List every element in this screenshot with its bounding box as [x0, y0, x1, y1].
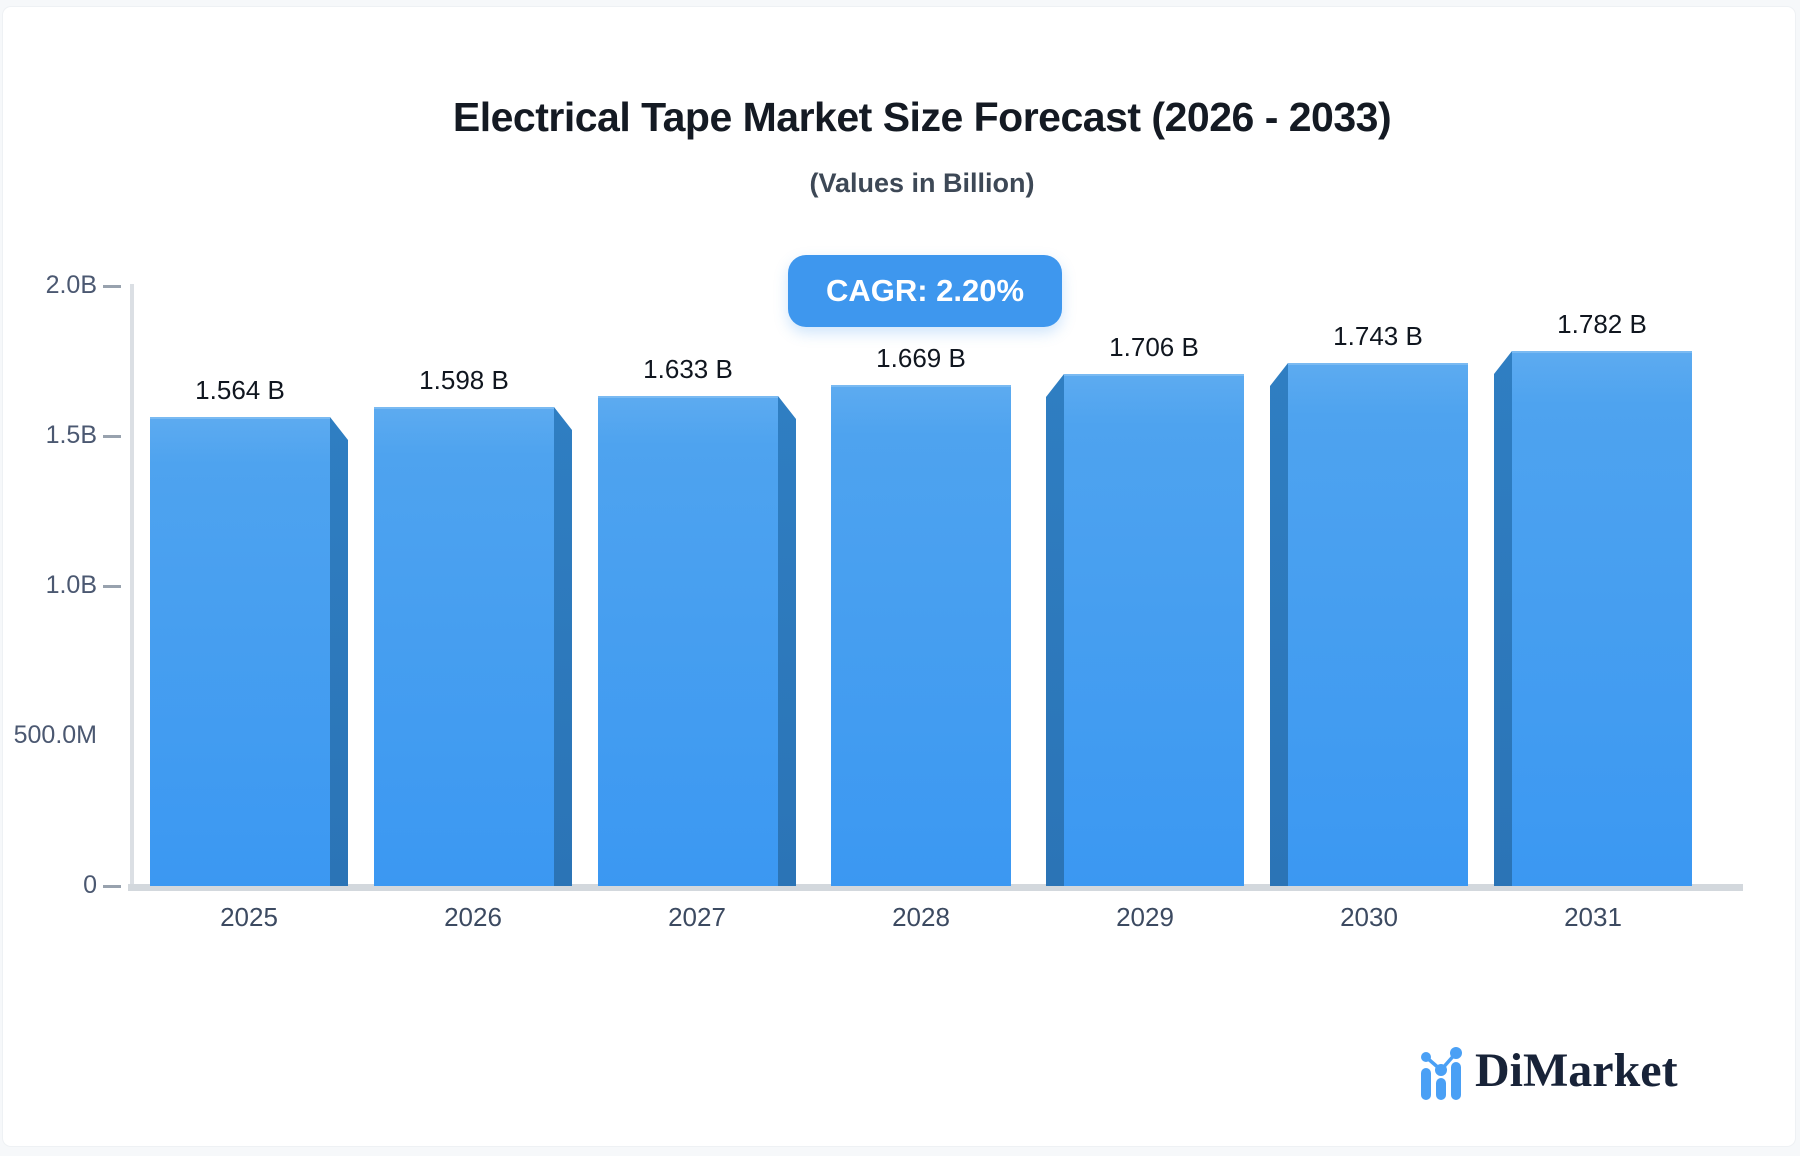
bar-value-label: 1.669 B: [876, 343, 966, 373]
bar-2028[interactable]: [831, 385, 1011, 886]
y-axis-line: [130, 284, 134, 886]
y-axis-tick-mark: [103, 885, 121, 888]
bar-3d-side-2025: [330, 417, 348, 886]
bar-value-label: 1.782 B: [1557, 309, 1647, 339]
bar-3d-side-2031: [1494, 351, 1512, 886]
bar-2030[interactable]: [1288, 363, 1468, 886]
bar-value-label: 1.743 B: [1333, 321, 1423, 351]
bar-value-label: 1.706 B: [1109, 332, 1199, 362]
chart-title: Electrical Tape Market Size Forecast (20…: [452, 94, 1392, 140]
x-axis-baseline: [128, 884, 1743, 891]
brand-logo: DiMarket: [1420, 1040, 1678, 1100]
x-axis-label: 2025: [220, 902, 278, 932]
y-axis-tick-label: 1.0B: [45, 571, 97, 599]
y-axis-tick-mark: [103, 435, 121, 438]
x-axis-label: 2030: [1340, 902, 1398, 932]
x-axis-label: 2029: [1116, 902, 1174, 932]
bar-2027[interactable]: [598, 396, 778, 886]
x-axis-label: 2028: [892, 902, 950, 932]
bar-3d-side-2030: [1270, 363, 1288, 886]
bar-value-label: 1.633 B: [643, 354, 733, 384]
x-axis-label: 2027: [668, 902, 726, 932]
bar-3d-side-2026: [554, 407, 572, 886]
x-axis-label: 2026: [444, 902, 502, 932]
y-axis-tick-mark: [103, 285, 121, 288]
brand-name: DiMarket: [1475, 1044, 1678, 1097]
bar-3d-side-2029: [1046, 374, 1064, 886]
y-axis-tick-label: 0: [83, 871, 97, 899]
bar-2026[interactable]: [374, 407, 554, 886]
chart-subtitle: (Values in Billion): [809, 168, 1035, 198]
x-axis-label: 2031: [1564, 902, 1622, 932]
bar-2031[interactable]: [1512, 351, 1692, 886]
y-axis-tick-label: 1.5B: [45, 421, 97, 449]
y-axis-tick-label: 500.0M: [13, 721, 97, 749]
y-axis-tick-label: 2.0B: [45, 271, 97, 299]
y-axis-tick-mark: [103, 585, 121, 588]
bar-value-label: 1.598 B: [419, 365, 509, 395]
bar-3d-side-2027: [778, 396, 796, 886]
cagr-badge: CAGR: 2.20%: [788, 255, 1062, 327]
bar-chart-logo-icon: [1421, 1047, 1462, 1100]
bar-2029[interactable]: [1064, 374, 1244, 886]
bar-2025[interactable]: [150, 417, 330, 886]
bar-value-label: 1.564 B: [195, 375, 285, 405]
